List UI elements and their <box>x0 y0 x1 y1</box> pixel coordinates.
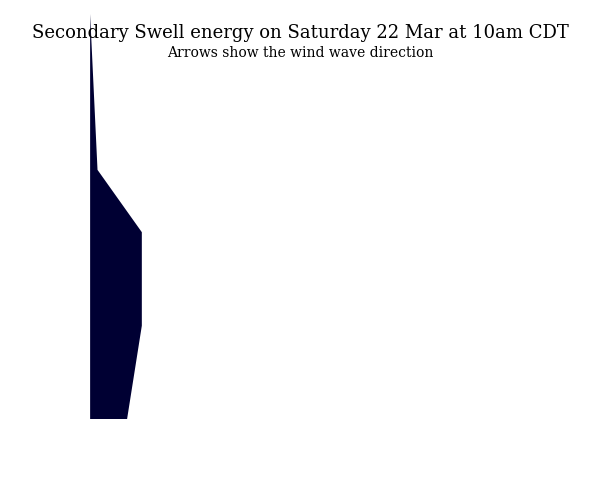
Text: Secondary Swell energy on Saturday 22 Mar at 10am CDT: Secondary Swell energy on Saturday 22 Ma… <box>32 24 569 42</box>
Text: Arrows show the wind wave direction: Arrows show the wind wave direction <box>167 46 434 61</box>
Polygon shape <box>90 15 142 419</box>
